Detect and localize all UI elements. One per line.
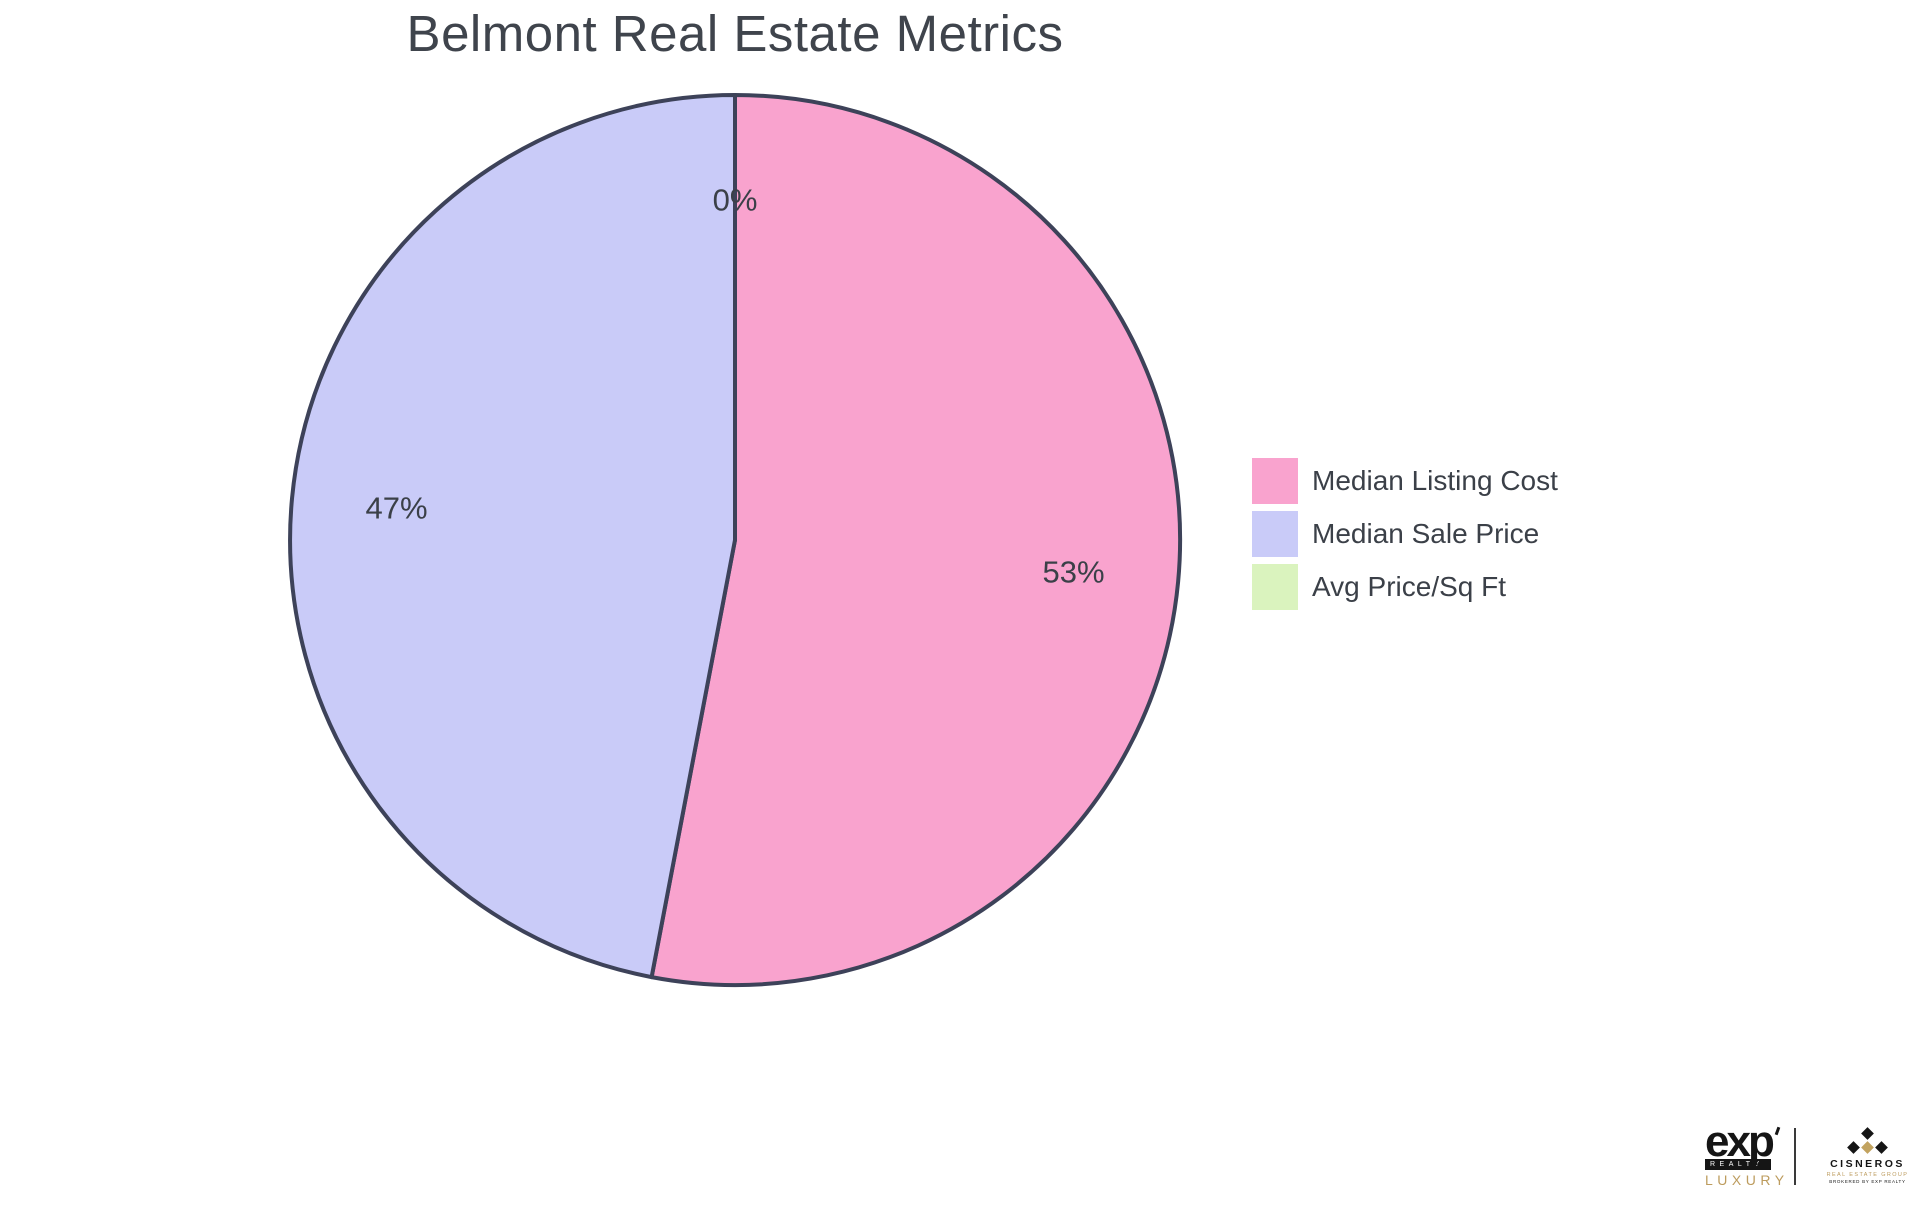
legend-label: Median Sale Price: [1312, 518, 1540, 549]
chart-title: Belmont Real Estate Metrics: [406, 5, 1064, 62]
legend-item-avg-price-sq-ft: Avg Price/Sq Ft: [1252, 564, 1558, 610]
pie-slice-label-0: 53%: [1042, 555, 1104, 590]
logo-divider: [1794, 1128, 1796, 1185]
cisneros-tagline: BROKERED BY EXP REALTY: [1829, 1179, 1906, 1185]
exp-word-text: exp: [1705, 1117, 1775, 1166]
legend-label: Avg Price/Sq Ft: [1312, 571, 1507, 602]
diamond-row-icon: [1813, 1140, 1920, 1154]
legend-swatch-median-sale-price: [1252, 511, 1298, 557]
pie-chart: 53% 47% 0%: [288, 93, 1183, 987]
exp-luxury-text: LUXURY: [1705, 1172, 1789, 1188]
legend-swatch-median-listing-cost: [1252, 458, 1298, 504]
exp-realty-bar: REALTY: [1705, 1159, 1771, 1170]
exp-realty-luxury-logo: exp REALTY LUXURY: [1705, 1120, 1789, 1188]
branding-block: exp REALTY LUXURY CISNEROS REAL ESTATE G…: [1705, 1120, 1920, 1188]
exp-tick-mark-icon: [1774, 1126, 1781, 1136]
cisneros-logo: CISNEROS REAL ESTATE GROUP BROKERED BY E…: [1813, 1126, 1920, 1185]
legend-label: Median Listing Cost: [1312, 465, 1558, 496]
legend-item-median-sale-price: Median Sale Price: [1252, 511, 1558, 557]
legend-item-median-listing-cost: Median Listing Cost: [1252, 458, 1558, 504]
cisneros-name: CISNEROS: [1830, 1157, 1905, 1170]
pie-slice-label-1: 47%: [365, 491, 427, 526]
diamond-icon: [1813, 1126, 1920, 1140]
legend-swatch-avg-price-sq-ft: [1252, 564, 1298, 610]
exp-wordmark: exp: [1705, 1120, 1781, 1164]
pie-slice-0: [649, 93, 1183, 987]
cisneros-subtitle: REAL ESTATE GROUP: [1826, 1171, 1909, 1178]
pie-slice-label-2: 0%: [713, 183, 758, 218]
pie-slice-1: [288, 93, 737, 980]
legend: Median Listing Cost Median Sale Price Av…: [1252, 458, 1558, 617]
